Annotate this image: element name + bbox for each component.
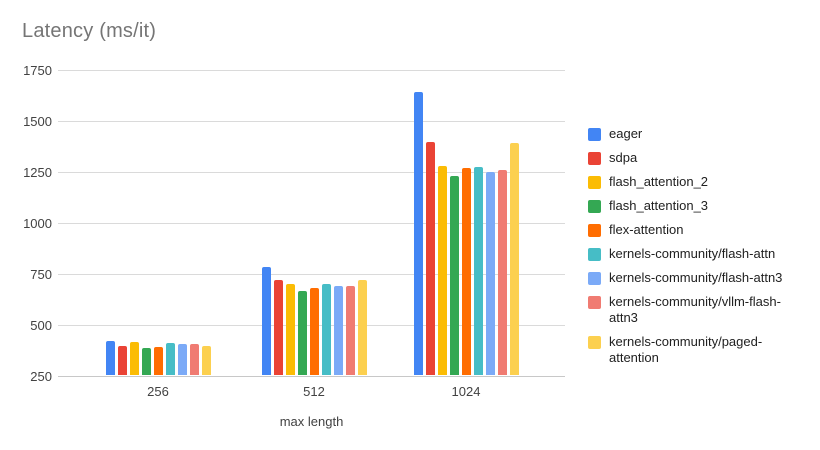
legend-swatch-icon [588,247,601,261]
bar-sdpa [273,279,283,376]
legend-item: kernels-community/flash-attn [588,246,801,262]
bar-kernels-community-flash-attn3 [333,286,343,376]
legend-item: sdpa [588,150,801,166]
legend-item: eager [588,126,801,142]
x-tick-label: 1024 [451,383,481,399]
legend-label: sdpa [609,150,638,165]
bar-kernels-community-flash-attn [165,342,175,376]
bar-eager [261,266,271,376]
legend-swatch-icon [588,199,601,213]
legend-swatch-icon [588,175,601,189]
chart-legend: eager sdpa flash_attention_2 flash_attentio… [588,126,801,366]
legend-swatch-icon [588,271,601,285]
bar-kernels-community-flash-attn [321,284,331,376]
bar-flash-attention-3 [297,290,307,376]
chart-title: Latency (ms/it) [22,20,157,42]
x-tick-label: 256 [147,383,169,399]
legend-label: kernels-community/flash-attn [609,246,776,261]
bar-flash-attention-3 [449,175,459,376]
legend-swatch-icon [588,127,601,141]
bar-kernels-community-paged-attention [357,280,367,376]
bar-sdpa [117,345,127,376]
bar-eager [413,92,423,376]
y-tick-label: 1500 [23,113,52,129]
gridline [58,120,565,122]
y-tick-label: 250 [30,368,52,384]
legend-swatch-icon [588,151,601,165]
legend-item: kernels-community/vllm-flash-attn3 [588,294,801,326]
bar-kernels-community-vllm-flash-attn3 [345,286,355,376]
bar-sdpa [425,141,435,376]
bar-flash-attention-3 [141,348,151,376]
bar-kernels-community-flash-attn [473,166,483,376]
x-axis-title: max length [279,414,344,429]
legend-swatch-icon [588,335,601,349]
legend-label: kernels-community/vllm-flash-attn3 [609,294,781,325]
bar-flash-attention-2 [129,341,139,376]
y-tick-label: 1250 [23,164,52,180]
legend-label: kernels-community/paged-attention [609,334,763,365]
legend-item: kernels-community/paged-attention [588,334,801,366]
bar-kernels-community-paged-attention [509,142,519,376]
bar-kernels-community-vllm-flash-attn3 [189,343,199,376]
bar-flex-attention [461,168,471,376]
legend-swatch-icon [588,295,601,309]
y-tick-label: 1000 [23,215,52,231]
gridline [58,69,565,71]
bar-flash-attention-2 [437,166,447,376]
gridline [58,375,565,377]
legend-label: kernels-community/flash-attn3 [609,270,783,285]
legend-label: flash_attention_2 [609,174,709,189]
bar-kernels-community-flash-attn3 [485,172,495,376]
legend-swatch-icon [588,223,601,237]
bar-eager [105,340,115,376]
legend-item: flash_attention_2 [588,174,801,190]
bar-kernels-community-paged-attention [201,346,211,376]
bar-flex-attention [309,288,319,376]
gridline [58,273,565,275]
legend-item: kernels-community/flash-attn3 [588,270,801,286]
legend-item: flex-attention [588,222,801,238]
bar-kernels-community-flash-attn3 [177,344,187,376]
legend-label: eager [609,126,643,141]
y-tick-label: 500 [30,317,52,333]
legend-label: flash_attention_3 [609,198,709,213]
x-tick-label: 512 [303,383,325,399]
y-tick-label: 750 [30,266,52,282]
bar-kernels-community-vllm-flash-attn3 [497,170,507,376]
legend-label: flex-attention [609,222,684,237]
bar-flex-attention [153,347,163,376]
legend-item: flash_attention_3 [588,198,801,214]
y-tick-label: 1750 [23,62,52,78]
gridline [58,222,565,224]
gridline [58,171,565,173]
bar-flash-attention-2 [285,284,295,376]
